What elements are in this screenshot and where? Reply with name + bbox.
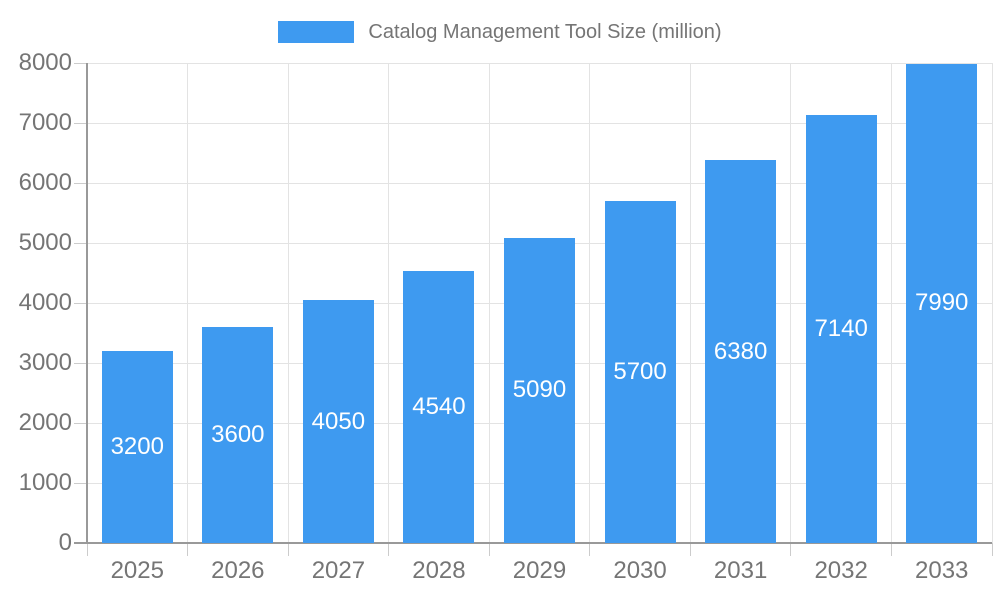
x-axis-label: 2032 <box>814 557 868 584</box>
gridline-v <box>388 63 390 543</box>
y-axis-tick <box>74 362 87 364</box>
x-axis-tick <box>991 543 993 556</box>
y-axis-line <box>86 63 88 543</box>
legend-swatch[interactable] <box>278 21 355 43</box>
legend-label: Catalog Management Tool Size (million) <box>368 21 722 43</box>
y-axis-label: 1000 <box>18 469 72 496</box>
gridline-v <box>187 63 189 543</box>
y-axis-tick <box>74 422 87 424</box>
y-axis-tick <box>74 482 87 484</box>
bar[interactable] <box>705 160 777 543</box>
x-axis-tick <box>187 543 189 556</box>
x-axis-tick <box>589 543 591 556</box>
y-axis-tick <box>74 182 87 184</box>
x-axis-tick <box>790 543 792 556</box>
bar-value-label: 3600 <box>211 421 265 448</box>
bar-value-label: 7140 <box>814 314 868 342</box>
bar[interactable] <box>202 327 274 543</box>
x-axis-tick <box>890 543 892 556</box>
bar[interactable] <box>805 114 877 543</box>
gridline-v <box>287 63 289 543</box>
gridline-h <box>87 62 992 64</box>
x-axis-tick <box>689 543 691 556</box>
gridline-v <box>790 63 792 543</box>
y-axis-label: 6000 <box>18 169 72 196</box>
bar-value-label: 4540 <box>412 392 466 420</box>
chart-legend[interactable]: Catalog Management Tool Size (million) <box>0 20 1000 44</box>
x-axis-label: 2027 <box>311 557 366 584</box>
bar[interactable] <box>302 300 374 543</box>
y-axis-label: 2000 <box>18 409 72 436</box>
gridline-v <box>589 63 591 543</box>
bar-value-label: 5700 <box>613 358 667 385</box>
y-axis-tick <box>74 302 87 304</box>
y-axis-label: 7000 <box>18 109 72 136</box>
x-axis-label: 2033 <box>915 557 969 584</box>
gridline-v <box>689 63 691 543</box>
x-axis-label: 2025 <box>110 557 164 584</box>
x-axis-label: 2031 <box>713 557 768 584</box>
bar[interactable] <box>504 237 575 543</box>
x-axis-label: 2030 <box>613 557 667 584</box>
bar-value-label: 7990 <box>915 289 969 317</box>
y-axis-tick <box>74 122 87 124</box>
gridline-v <box>991 63 993 543</box>
gridline-h <box>87 182 992 184</box>
y-axis-label: 0 <box>58 529 72 556</box>
bar[interactable] <box>604 201 676 543</box>
y-axis-tick <box>74 62 87 64</box>
x-axis-tick <box>388 543 390 556</box>
gridline-v <box>890 63 892 543</box>
bar-value-label: 6380 <box>713 337 768 365</box>
y-axis-label: 4000 <box>18 289 72 316</box>
gridline-v <box>488 63 490 543</box>
x-axis-line <box>74 542 992 544</box>
x-axis-label: 2028 <box>412 557 466 584</box>
y-axis-label: 3000 <box>18 349 72 376</box>
y-axis-tick <box>74 242 87 244</box>
bar-value-label: 3200 <box>110 433 164 460</box>
x-axis-label: 2029 <box>512 557 567 584</box>
x-axis-tick <box>287 543 289 556</box>
bar-value-label: 4050 <box>311 407 366 435</box>
y-axis-label: 5000 <box>18 229 72 256</box>
y-axis-label: 8000 <box>18 49 72 76</box>
bar[interactable] <box>403 270 475 543</box>
x-axis-tick <box>86 543 88 556</box>
bar[interactable] <box>906 63 978 543</box>
bar-value-label: 5090 <box>512 376 567 404</box>
bar[interactable] <box>101 351 173 543</box>
gridline-h <box>87 122 992 124</box>
x-axis-tick <box>488 543 490 556</box>
x-axis-label: 2026 <box>211 557 265 584</box>
